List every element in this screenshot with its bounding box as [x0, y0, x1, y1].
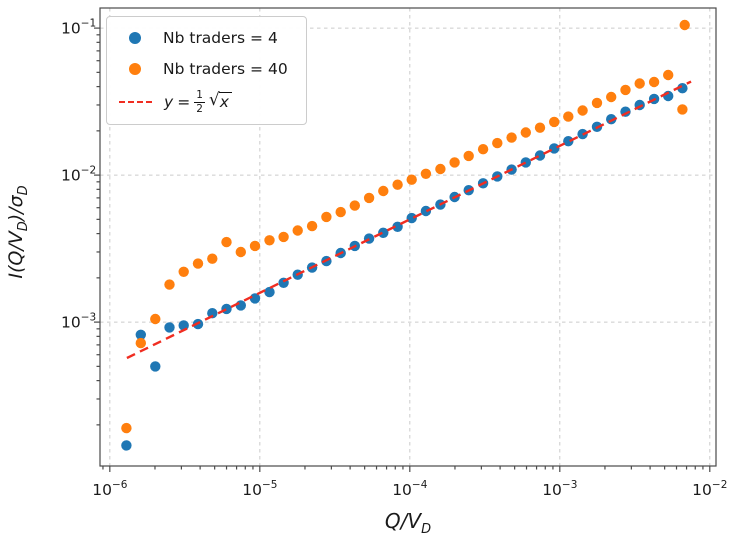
scatter-point: [135, 337, 146, 349]
equation-sqrt: √ x: [209, 92, 232, 111]
scatter-point: [406, 174, 417, 185]
scatter-point: [435, 163, 446, 175]
scatter-point: [549, 143, 560, 154]
scatter-point: [221, 303, 232, 315]
sqrt-radicand: x: [218, 92, 232, 111]
scatter-point: [648, 76, 660, 88]
scatter-point: [449, 157, 460, 168]
scatter-point: [378, 227, 389, 238]
equation-equals: =: [177, 92, 191, 111]
scatter-point: [264, 286, 275, 298]
scatter-point: [677, 104, 688, 115]
scatter-point: [591, 97, 603, 109]
sqrt-radical-icon: √: [208, 90, 220, 111]
scatter-point: [150, 313, 161, 325]
x-tick-label: 10−5: [242, 479, 277, 499]
scatter-point: [563, 111, 574, 122]
scatter-point: [221, 236, 232, 248]
scatter-point: [363, 192, 375, 204]
scatter-point: [563, 136, 574, 147]
scatter-point: [477, 144, 489, 155]
y-tick-label: 10−3: [61, 312, 96, 332]
x-tick-label: 10−3: [542, 479, 577, 499]
scatter-point: [278, 231, 289, 243]
scatter-point: [492, 137, 503, 149]
scatter-point: [534, 122, 546, 133]
scatter-point: [264, 235, 275, 246]
scatter-point: [406, 212, 417, 224]
scatter-point: [463, 150, 474, 162]
legend-entry-traders-4: Nb traders = 4: [119, 27, 288, 49]
legend-marker-dashed-line: [119, 100, 152, 103]
equation-lhs: y: [164, 92, 174, 111]
scatter-point: [207, 308, 218, 319]
scatter-point: [164, 279, 175, 290]
scatter-point: [121, 440, 132, 451]
scatter-point: [378, 185, 389, 197]
legend-label-traders-4: Nb traders = 4: [163, 29, 278, 47]
scatter-point: [549, 116, 560, 128]
reference-line: [126, 80, 692, 360]
fraction-numerator: 1: [194, 89, 205, 104]
x-axis-label: Q/VD: [385, 509, 431, 537]
scatter-point: [235, 300, 246, 311]
scatter-point: [249, 293, 261, 304]
y-tick-label: 10−2: [61, 165, 96, 185]
scatter-point: [321, 211, 332, 223]
gridlines: [100, 8, 716, 466]
scatter-point: [392, 221, 403, 232]
scatter-series: [121, 19, 690, 451]
scatter-point: [135, 329, 146, 340]
scatter-point: [164, 322, 175, 333]
scatter-point: [606, 114, 617, 125]
x-tick-label: 10−6: [92, 479, 128, 499]
scatter-point: [677, 83, 688, 94]
scatter-point: [335, 206, 346, 218]
scatter-point: [534, 150, 546, 161]
scatter-point: [292, 225, 303, 236]
scatter-point: [520, 127, 531, 138]
legend-marker-dot-orange: [129, 63, 141, 75]
y-axis-label: I(Q/VD)/σD: [5, 185, 31, 278]
legend-marker-dot-blue: [129, 32, 141, 44]
scatter-point: [249, 240, 261, 252]
scatter-point: [679, 19, 690, 31]
scatter-point: [606, 91, 617, 103]
scatter-point: [235, 246, 246, 258]
scatter-point: [420, 168, 432, 179]
scatter-point: [121, 422, 132, 434]
scatter-point: [634, 78, 645, 89]
legend-equation: y = 1 2 √ x: [164, 89, 232, 116]
scatter-point: [192, 258, 204, 269]
legend: Nb traders = 4 Nb traders = 40 y = 1 2 √…: [106, 16, 307, 126]
plot-border: [99, 7, 717, 467]
legend-entry-traders-40: Nb traders = 40: [119, 58, 288, 80]
y-tick-label: 10−1: [61, 18, 96, 38]
scatter-point: [506, 132, 517, 143]
scatter-point: [349, 200, 360, 211]
scatter-point: [663, 69, 674, 81]
x-tick-label: 10−4: [392, 479, 428, 499]
scatter-point: [520, 157, 531, 168]
fraction-denominator: 2: [196, 103, 203, 116]
scatter-point: [150, 361, 161, 372]
scatter-point: [420, 205, 432, 217]
series-traders-40: [121, 19, 690, 434]
scatter-point: [207, 253, 218, 264]
scatter-point: [620, 84, 631, 96]
scatter-point: [577, 105, 588, 116]
scatter-point: [306, 220, 318, 232]
scatter-point: [178, 266, 189, 277]
axis-ticks: [94, 27, 711, 472]
x-tick-label: 10−2: [692, 479, 727, 499]
legend-label-traders-40: Nb traders = 40: [163, 60, 288, 78]
equation-fraction: 1 2: [194, 89, 205, 116]
legend-entry-reference-line: y = 1 2 √ x: [119, 89, 288, 116]
scatter-point: [392, 179, 403, 190]
